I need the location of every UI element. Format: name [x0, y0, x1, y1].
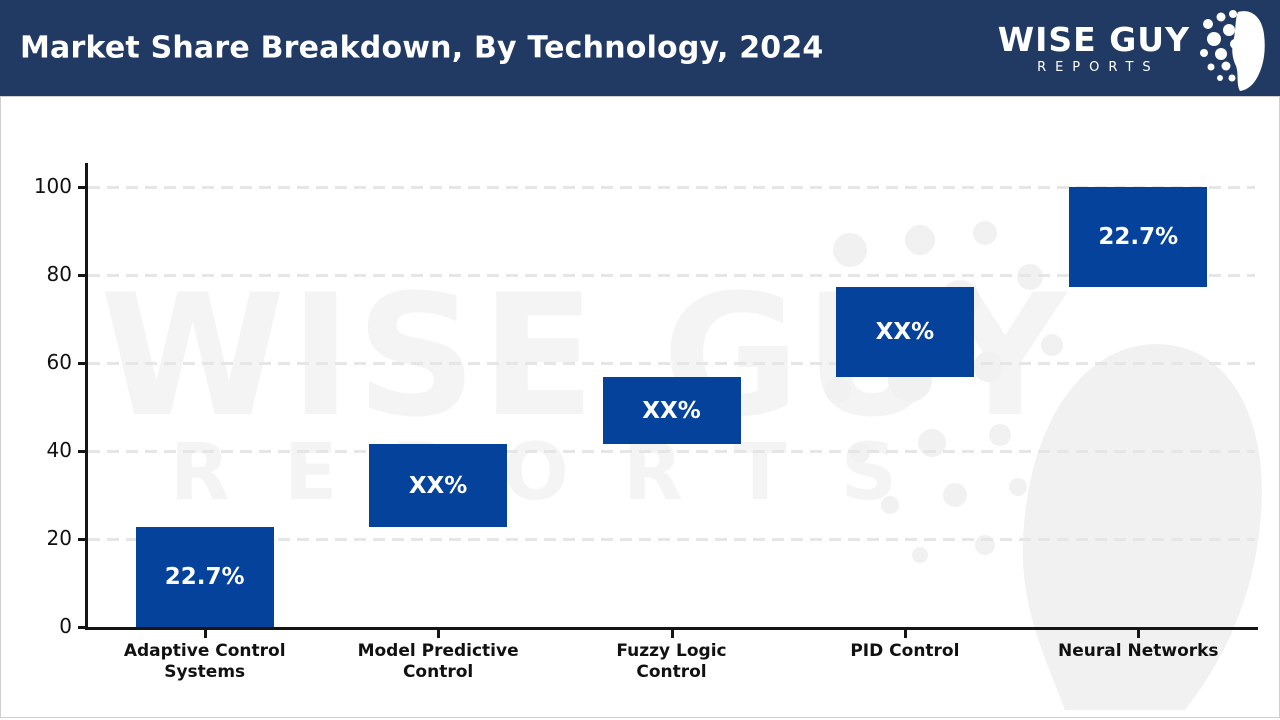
- bar-segment: XX%: [835, 286, 974, 378]
- x-tick-mark: [203, 630, 207, 638]
- header-bar: Market Share Breakdown, By Technology, 2…: [0, 0, 1280, 96]
- y-tick-mark: [78, 362, 88, 365]
- bar-segment: 22.7%: [1069, 187, 1208, 287]
- bar-value-label: 22.7%: [164, 564, 245, 591]
- bar-value-label: XX%: [408, 472, 468, 499]
- chart-title: Market Share Breakdown, By Technology, 2…: [20, 30, 824, 66]
- y-tick-mark: [78, 186, 88, 189]
- x-category-label: PID Control: [850, 641, 960, 661]
- gridline-60: [88, 362, 1255, 365]
- x-tick-mark: [437, 630, 441, 638]
- y-tick-label: 0: [59, 614, 72, 638]
- gridline-20: [88, 538, 1255, 541]
- y-tick-mark: [78, 274, 88, 277]
- gridline-100: [88, 186, 1255, 189]
- y-tick-mark: [78, 450, 88, 453]
- bar-segment: 22.7%: [135, 527, 274, 627]
- x-axis-line: [85, 627, 1258, 630]
- dotted-head-icon: [1200, 10, 1265, 91]
- bar-value-label: XX%: [642, 397, 701, 424]
- gridline-80: [88, 274, 1255, 277]
- y-tick-mark: [78, 626, 88, 629]
- x-tick-mark: [670, 630, 674, 638]
- y-axis-line: [85, 163, 88, 630]
- bar-value-label: XX%: [875, 318, 935, 345]
- gridline-40: [88, 450, 1255, 453]
- x-category-label: Neural Networks: [1058, 641, 1219, 661]
- bar-segment: XX%: [369, 443, 508, 528]
- bar-segment: XX%: [602, 377, 741, 444]
- y-tick-label: 40: [46, 438, 72, 462]
- y-tick-label: 80: [46, 262, 72, 286]
- logo-text: WISE GUY REPORTS: [998, 23, 1190, 75]
- watermark-reports: REPORTS: [170, 428, 951, 518]
- y-tick-label: 60: [46, 350, 72, 374]
- logo-name: WISE GUY: [997, 20, 1190, 60]
- x-category-label: Model Predictive Control: [357, 641, 519, 682]
- x-category-label: Adaptive Control Systems: [123, 641, 286, 682]
- logo-subtitle: REPORTS: [1037, 59, 1160, 75]
- x-tick-mark: [903, 630, 907, 638]
- x-category-label: Fuzzy Logic Control: [616, 641, 727, 682]
- wise-guy-logo: WISE GUY REPORTS: [998, 6, 1266, 92]
- y-tick-label: 20: [46, 526, 72, 550]
- x-tick-mark: [1137, 630, 1141, 638]
- y-tick-mark: [78, 538, 88, 541]
- bar-value-label: 22.7%: [1098, 223, 1179, 250]
- y-tick-label: 100: [33, 174, 72, 198]
